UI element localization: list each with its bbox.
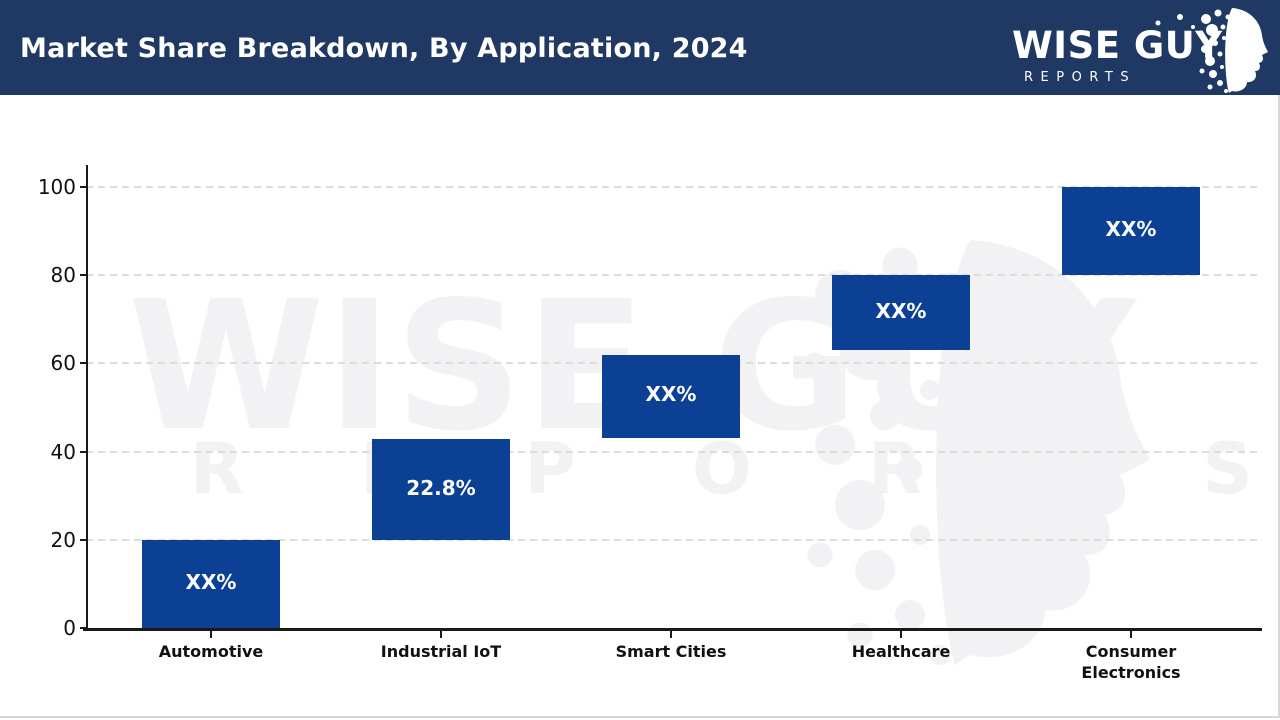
x-axis-line — [83, 628, 1262, 631]
y-tick-20 — [80, 538, 87, 541]
chart-area: WISE GUY R E P O R T S 0 20 40 60 80 100 XX% Au… — [0, 95, 1280, 720]
page-title: Market Share Breakdown, By Application, … — [20, 33, 748, 64]
y-tick-label-20: 20 — [50, 527, 76, 552]
bar-value-label: XX% — [185, 569, 237, 594]
gridline-80 — [86, 274, 1262, 277]
x-tick-2 — [670, 631, 672, 638]
y-tick-label-100: 100 — [37, 175, 76, 199]
y-tick-60 — [80, 362, 87, 365]
bar-consumer-electronics: XX% — [1062, 187, 1200, 276]
bar-value-label: XX% — [1105, 217, 1157, 242]
y-axis-line — [86, 165, 88, 630]
header-band: Market Share Breakdown, By Application, … — [0, 0, 1280, 95]
gridline-100 — [86, 186, 1262, 188]
bar-value-label: XX% — [875, 298, 927, 323]
x-tick-3 — [900, 631, 902, 638]
x-tick-4 — [1130, 631, 1132, 638]
x-tick-0 — [210, 631, 212, 638]
x-category-label-0: Automotive — [158, 642, 264, 661]
gridline-40 — [86, 450, 1262, 453]
bar-smart-cities: XX% — [602, 354, 740, 439]
y-tick-100 — [80, 186, 87, 188]
bar-automotive: XX% — [142, 539, 280, 628]
logo-wordmark-text: WISE GUY — [1012, 24, 1223, 67]
x-category-label-3: Healthcare — [851, 642, 951, 661]
bar-industrial-iot: 22.8% — [372, 439, 510, 540]
page-right-rule — [1278, 95, 1280, 718]
bar-value-label: 22.8% — [406, 475, 476, 500]
y-tick-80 — [80, 274, 87, 277]
logo-tagline-text: REPORTS — [1024, 70, 1136, 85]
x-category-label-2: Smart Cities — [615, 642, 727, 661]
y-tick-label-80: 80 — [50, 263, 76, 288]
gridline-20 — [86, 538, 1262, 541]
y-tick-label-60: 60 — [50, 351, 76, 376]
x-tick-1 — [440, 631, 442, 638]
page-bottom-rule — [0, 716, 1280, 718]
y-tick-label-0: 0 — [63, 616, 76, 640]
bar-healthcare: XX% — [832, 275, 970, 351]
bar-value-label: XX% — [645, 382, 697, 407]
x-category-label-1: Industrial IoT — [380, 642, 502, 661]
y-tick-40 — [80, 450, 87, 453]
y-tick-label-40: 40 — [50, 439, 76, 464]
wise-guy-logo: WISE GUY REPORTS — [1012, 8, 1268, 93]
x-category-label-4: Consumer Electronics — [1081, 642, 1181, 682]
